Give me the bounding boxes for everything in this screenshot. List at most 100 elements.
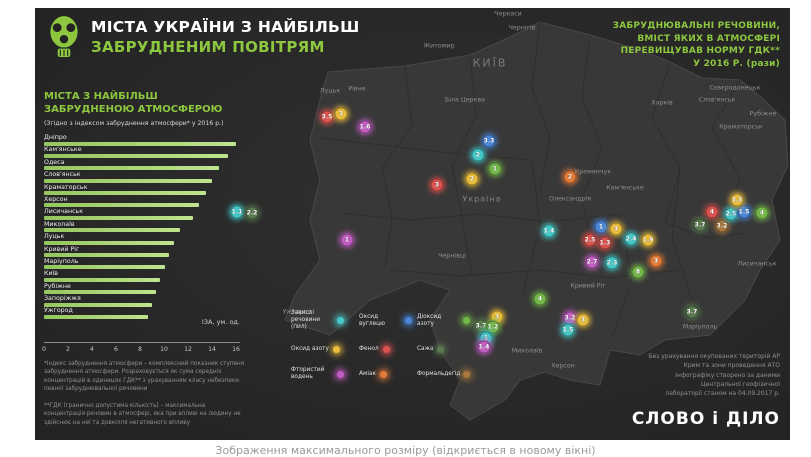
- bar-city-label: Слов'янськ: [44, 171, 81, 179]
- axis-tick: 16: [232, 346, 240, 353]
- pollution-dot: 1.1: [230, 205, 244, 219]
- infographic: МІСТА УКРАЇНИ З НАЙБІЛЬШ ЗАБРУДНЕНИМ ПОВ…: [35, 8, 790, 440]
- pollution-dot: 3: [576, 313, 590, 327]
- bar: [44, 240, 174, 245]
- pollution-dot: 1.6: [358, 120, 372, 134]
- bar-city-label: Миколаїв: [44, 220, 75, 228]
- legend: Завислі речовини (пил) Оксид вуглецю Діокс…: [291, 310, 483, 381]
- attribution-line: Центральної геофізичної: [701, 380, 780, 388]
- image-caption-link[interactable]: Зображення максимального розміру (відкри…: [215, 444, 596, 457]
- pollution-dot: 1: [594, 220, 608, 234]
- bar-city-label: Київ: [44, 270, 59, 278]
- axis-tick: 6: [114, 346, 118, 353]
- bar-city-label: Ужгород: [44, 307, 73, 315]
- bar: [44, 203, 199, 208]
- bar-row: Маріуполь: [44, 258, 256, 270]
- legend-dot: [380, 370, 388, 378]
- pollution-dot: 3: [649, 254, 663, 268]
- bar-row: Рубіжне: [44, 283, 256, 295]
- legend-label: Оксид вуглецю: [359, 313, 385, 327]
- pollution-dot: 2.5: [583, 233, 597, 247]
- x-axis: 0 2 4 6 8 10 12 14 16: [42, 342, 240, 355]
- bar-city-label: Кам'янське: [44, 146, 82, 154]
- pollution-dot: 2: [471, 148, 485, 162]
- pollution-dot: 2: [563, 170, 577, 184]
- bar-row: Одеса: [44, 159, 256, 171]
- bar-row: Запоріжжя: [44, 295, 256, 307]
- bar-row: Лисичанськ: [44, 208, 256, 220]
- legend-dot: [437, 345, 445, 353]
- pollutants-heading-line: ЗАБРУДНЮВАЛЬНІ РЕЧОВИНИ,: [612, 21, 780, 31]
- bar-city-label: Рубіжне: [44, 282, 71, 290]
- legend-label: Фтористий водень: [291, 366, 325, 381]
- pollution-dot: 4: [705, 205, 719, 219]
- bar-row: Кам'янське: [44, 146, 256, 158]
- pollution-dot: 3: [490, 310, 504, 324]
- pollution-dot: 3.2: [715, 219, 729, 233]
- bar: [44, 314, 149, 319]
- legend-dot: [405, 317, 412, 325]
- legend-label: Фенол: [359, 345, 379, 352]
- legend-item: Аміак: [359, 367, 417, 381]
- bar-city-label: Запоріжжя: [44, 295, 81, 303]
- gas-mask-icon: [43, 14, 85, 62]
- axis-tick: 12: [184, 346, 192, 353]
- bar: [44, 302, 152, 307]
- bar-city-label: Дніпро: [44, 134, 67, 141]
- pollutants-heading-line: ПЕРЕВИЩУВАВ НОРМУ ГДК**: [620, 46, 780, 56]
- pollution-dot: 1.5: [737, 205, 751, 219]
- bar: [44, 253, 169, 258]
- legend-dot: [463, 317, 470, 325]
- attribution: Без урахування окупованих територій АР Кр…: [648, 352, 780, 398]
- legend-label: Оксид азоту: [291, 345, 329, 352]
- bar-row: Слов'янськ: [44, 171, 256, 183]
- bar-city-label: Маріуполь: [44, 257, 79, 265]
- axis-tick: 8: [138, 346, 142, 353]
- pollution-dot: 3.5: [320, 110, 334, 124]
- legend-label: Формальдегід: [417, 370, 461, 377]
- axis-tick: 14: [208, 346, 216, 353]
- attribution-line: Крим та зони проведення АТО: [683, 362, 780, 370]
- pollution-dot: 1.5: [561, 323, 575, 337]
- main-title-line1: МІСТА УКРАЇНИ З НАЙБІЛЬШ: [91, 18, 360, 36]
- pollution-dot: 1.9: [641, 233, 655, 247]
- bar-city-label: Луцьк: [44, 233, 65, 241]
- pollution-dot: 2.7: [585, 255, 599, 269]
- bar-chart: Дніпро Кам'янське Одеса Слов'янськ Краматорс…: [44, 134, 256, 320]
- bar-row: Кривий Ріг: [44, 246, 256, 258]
- pollution-dot: 2.2: [245, 206, 259, 220]
- chart-heading-line2: ЗАБРУДНЕНОЮ АТМОСФЕРОЮ: [44, 104, 223, 115]
- pollution-dot: 2.5: [724, 207, 738, 221]
- axis-tick: 10: [160, 346, 168, 353]
- pollutants-heading-line: У 2016 Р. (рази): [693, 58, 780, 69]
- region-borders: [319, 21, 746, 339]
- legend-dot: [337, 317, 344, 325]
- legend-item: Оксид вуглецю: [359, 310, 417, 332]
- axis-tick: 2: [66, 346, 70, 353]
- pollution-dot: 3.3: [482, 134, 496, 148]
- legend-item: Формальдегід: [417, 367, 481, 381]
- legend-dot: [332, 345, 340, 353]
- pollution-dot: 3: [334, 107, 348, 121]
- footnote-iza: *Індекс забруднення атмосфери – комплекс…: [44, 361, 245, 392]
- bar: [44, 141, 236, 146]
- attribution-line: лабораторії станом на 04.09.2017 р.: [665, 390, 780, 398]
- bar-city-label: Лисичанськ: [44, 208, 84, 216]
- pollution-dot: 4: [755, 206, 769, 220]
- pollution-dot: 2: [465, 172, 479, 186]
- bar: [44, 153, 228, 158]
- chart-subtitle: (Згідно з індексом забруднення атмосфери…: [44, 120, 224, 127]
- chart-heading: МІСТА З НАЙБІЛЬШ ЗАБРУДНЕНОЮ АТМОСФЕРОЮ: [44, 90, 222, 116]
- pollution-dot: 1: [340, 233, 354, 247]
- legend-label: Завислі речовини (пил): [291, 310, 320, 331]
- pollution-dot: 2.3: [605, 256, 619, 270]
- main-title-line2: ЗАБРУДНЕНИМ ПОВІТРЯМ: [91, 38, 325, 56]
- axis-unit-label: ІЗА, ум. од.: [201, 318, 240, 326]
- pollution-dot: 4: [533, 292, 547, 306]
- bar-city-label: Одеса: [44, 158, 65, 166]
- bar: [44, 166, 220, 171]
- legend-item: Діоксид азоту: [417, 310, 481, 332]
- bar-row: Ужгород: [44, 307, 256, 319]
- legend-item: Оксид азоту: [291, 346, 359, 353]
- bar-row: Луцьк: [44, 233, 256, 245]
